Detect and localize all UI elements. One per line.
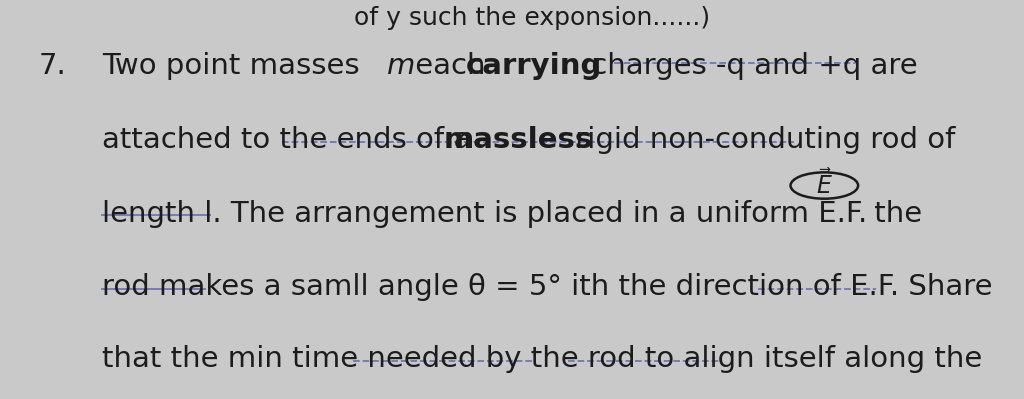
Text: rigid non-conduting rod of: rigid non-conduting rod of (566, 126, 955, 154)
Text: the: the (865, 200, 923, 227)
Text: each: each (406, 52, 495, 80)
Text: attached to the ends of a: attached to the ends of a (102, 126, 481, 154)
Text: of y such the exponsion......): of y such the exponsion......) (354, 6, 711, 30)
Text: carrying: carrying (466, 52, 602, 80)
Text: $\vec{E}$: $\vec{E}$ (816, 170, 833, 199)
Text: 7.: 7. (39, 52, 67, 80)
Text: m: m (387, 52, 416, 80)
Text: rod makes a samll angle θ = 5° ith the direction of E.F. Share: rod makes a samll angle θ = 5° ith the d… (102, 273, 993, 301)
Text: length l. The arrangement is placed in a uniform E.F.: length l. The arrangement is placed in a… (102, 200, 877, 227)
Text: massless: massless (443, 126, 593, 154)
Text: Two point masses: Two point masses (102, 52, 370, 80)
Text: that the min time needed by the rod to align itself along the: that the min time needed by the rod to a… (102, 345, 983, 373)
Text: charges -q and +q are: charges -q and +q are (582, 52, 918, 80)
